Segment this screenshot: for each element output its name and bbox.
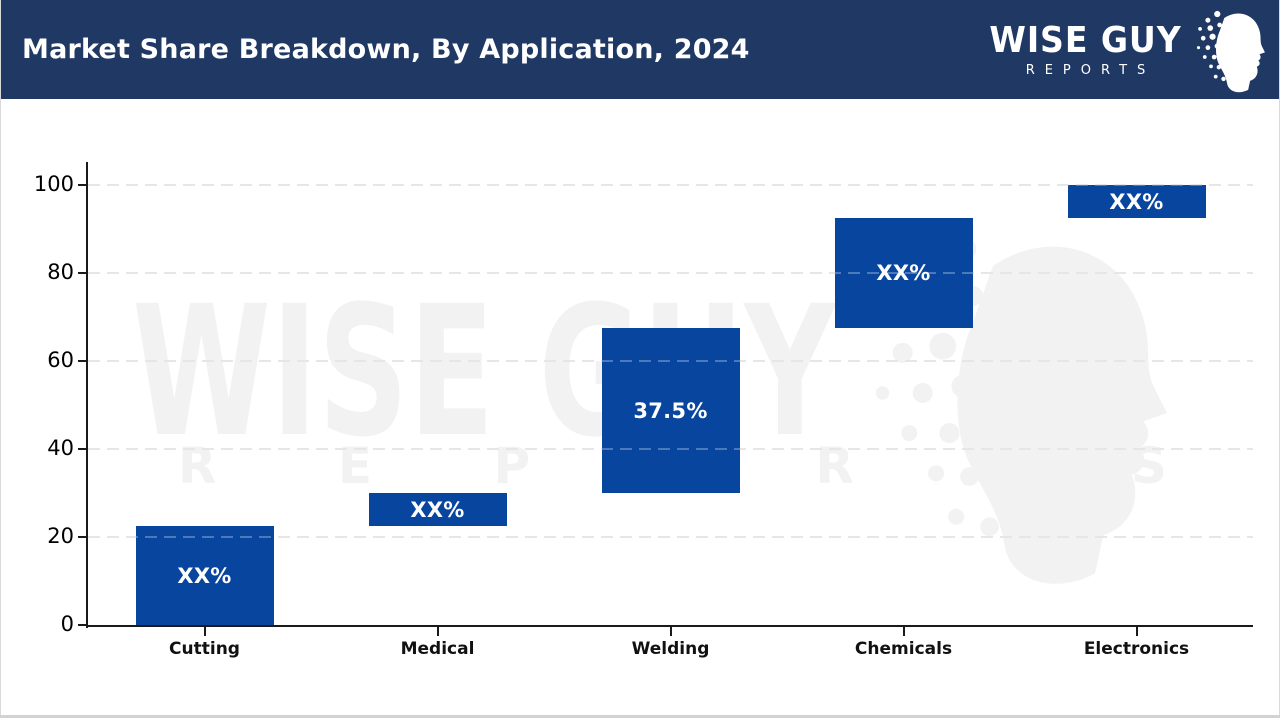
y-tick-20 xyxy=(78,536,87,538)
logo-text: WISE GUY REPORTS xyxy=(981,19,1190,78)
gridline-overlay-40 xyxy=(88,448,1253,450)
y-tick-60 xyxy=(78,360,87,362)
wise-guy-reports-logo: WISE GUY REPORTS xyxy=(981,7,1266,93)
category-label-welding: Welding xyxy=(631,639,710,659)
category-label-electronics: Electronics xyxy=(1083,639,1190,659)
category-label-chemicals: Chemicals xyxy=(854,639,953,659)
y-tick-40 xyxy=(78,448,87,450)
page-title: Market Share Breakdown, By Application, … xyxy=(22,34,750,65)
category-label-medical: Medical xyxy=(400,639,475,659)
category-label-cutting: Cutting xyxy=(169,639,240,659)
y-tick-label-0: 0 xyxy=(60,612,74,636)
gridline-overlay-60 xyxy=(88,360,1253,362)
bar-electronics: XX% xyxy=(1067,185,1206,218)
header-bar: Market Share Breakdown, By Application, … xyxy=(0,0,1280,99)
y-tick-0 xyxy=(78,624,87,626)
x-tick-medical xyxy=(436,627,439,636)
bar-cutting: XX% xyxy=(135,526,274,625)
bar-welding: 37.5% xyxy=(601,328,740,493)
bottom-border-line xyxy=(0,715,1280,718)
gridline-20 xyxy=(88,536,1253,538)
y-tick-label-100: 100 xyxy=(33,172,74,196)
dotted-head-profile-icon xyxy=(1196,10,1265,92)
bar-value-label: XX% xyxy=(410,497,465,522)
bar-value-label: 37.5% xyxy=(633,398,708,423)
x-tick-cutting xyxy=(203,627,206,636)
bar-value-label: XX% xyxy=(1109,189,1164,214)
gridline-80 xyxy=(88,272,1253,274)
x-tick-welding xyxy=(669,627,672,636)
y-tick-label-40: 40 xyxy=(47,436,74,460)
gridline-overlay-100 xyxy=(88,184,1253,186)
y-tick-label-60: 60 xyxy=(47,348,74,372)
gridline-100 xyxy=(88,184,1253,186)
y-tick-100 xyxy=(78,184,87,186)
gridline-overlay-20 xyxy=(88,536,1253,538)
y-axis-line xyxy=(86,162,88,628)
bar-value-label: XX% xyxy=(177,563,232,588)
logo-wordmark: WISE GUY xyxy=(989,19,1182,61)
bar-medical: XX% xyxy=(368,493,507,526)
y-tick-label-20: 20 xyxy=(47,524,74,548)
y-tick-label-80: 80 xyxy=(47,260,74,284)
bar-value-label: XX% xyxy=(876,261,931,285)
x-tick-chemicals xyxy=(902,627,905,636)
x-tick-electronics xyxy=(1135,627,1138,636)
y-tick-80 xyxy=(78,272,87,274)
bar-chemicals: XX% xyxy=(834,218,973,328)
chart-area: WISE GUY R E P O R T S 020406080100XX%XX… xyxy=(0,99,1280,716)
logo-subtitle: REPORTS xyxy=(1025,62,1156,78)
x-axis-line xyxy=(86,625,1253,627)
gridline-overlay-80 xyxy=(88,272,1253,274)
